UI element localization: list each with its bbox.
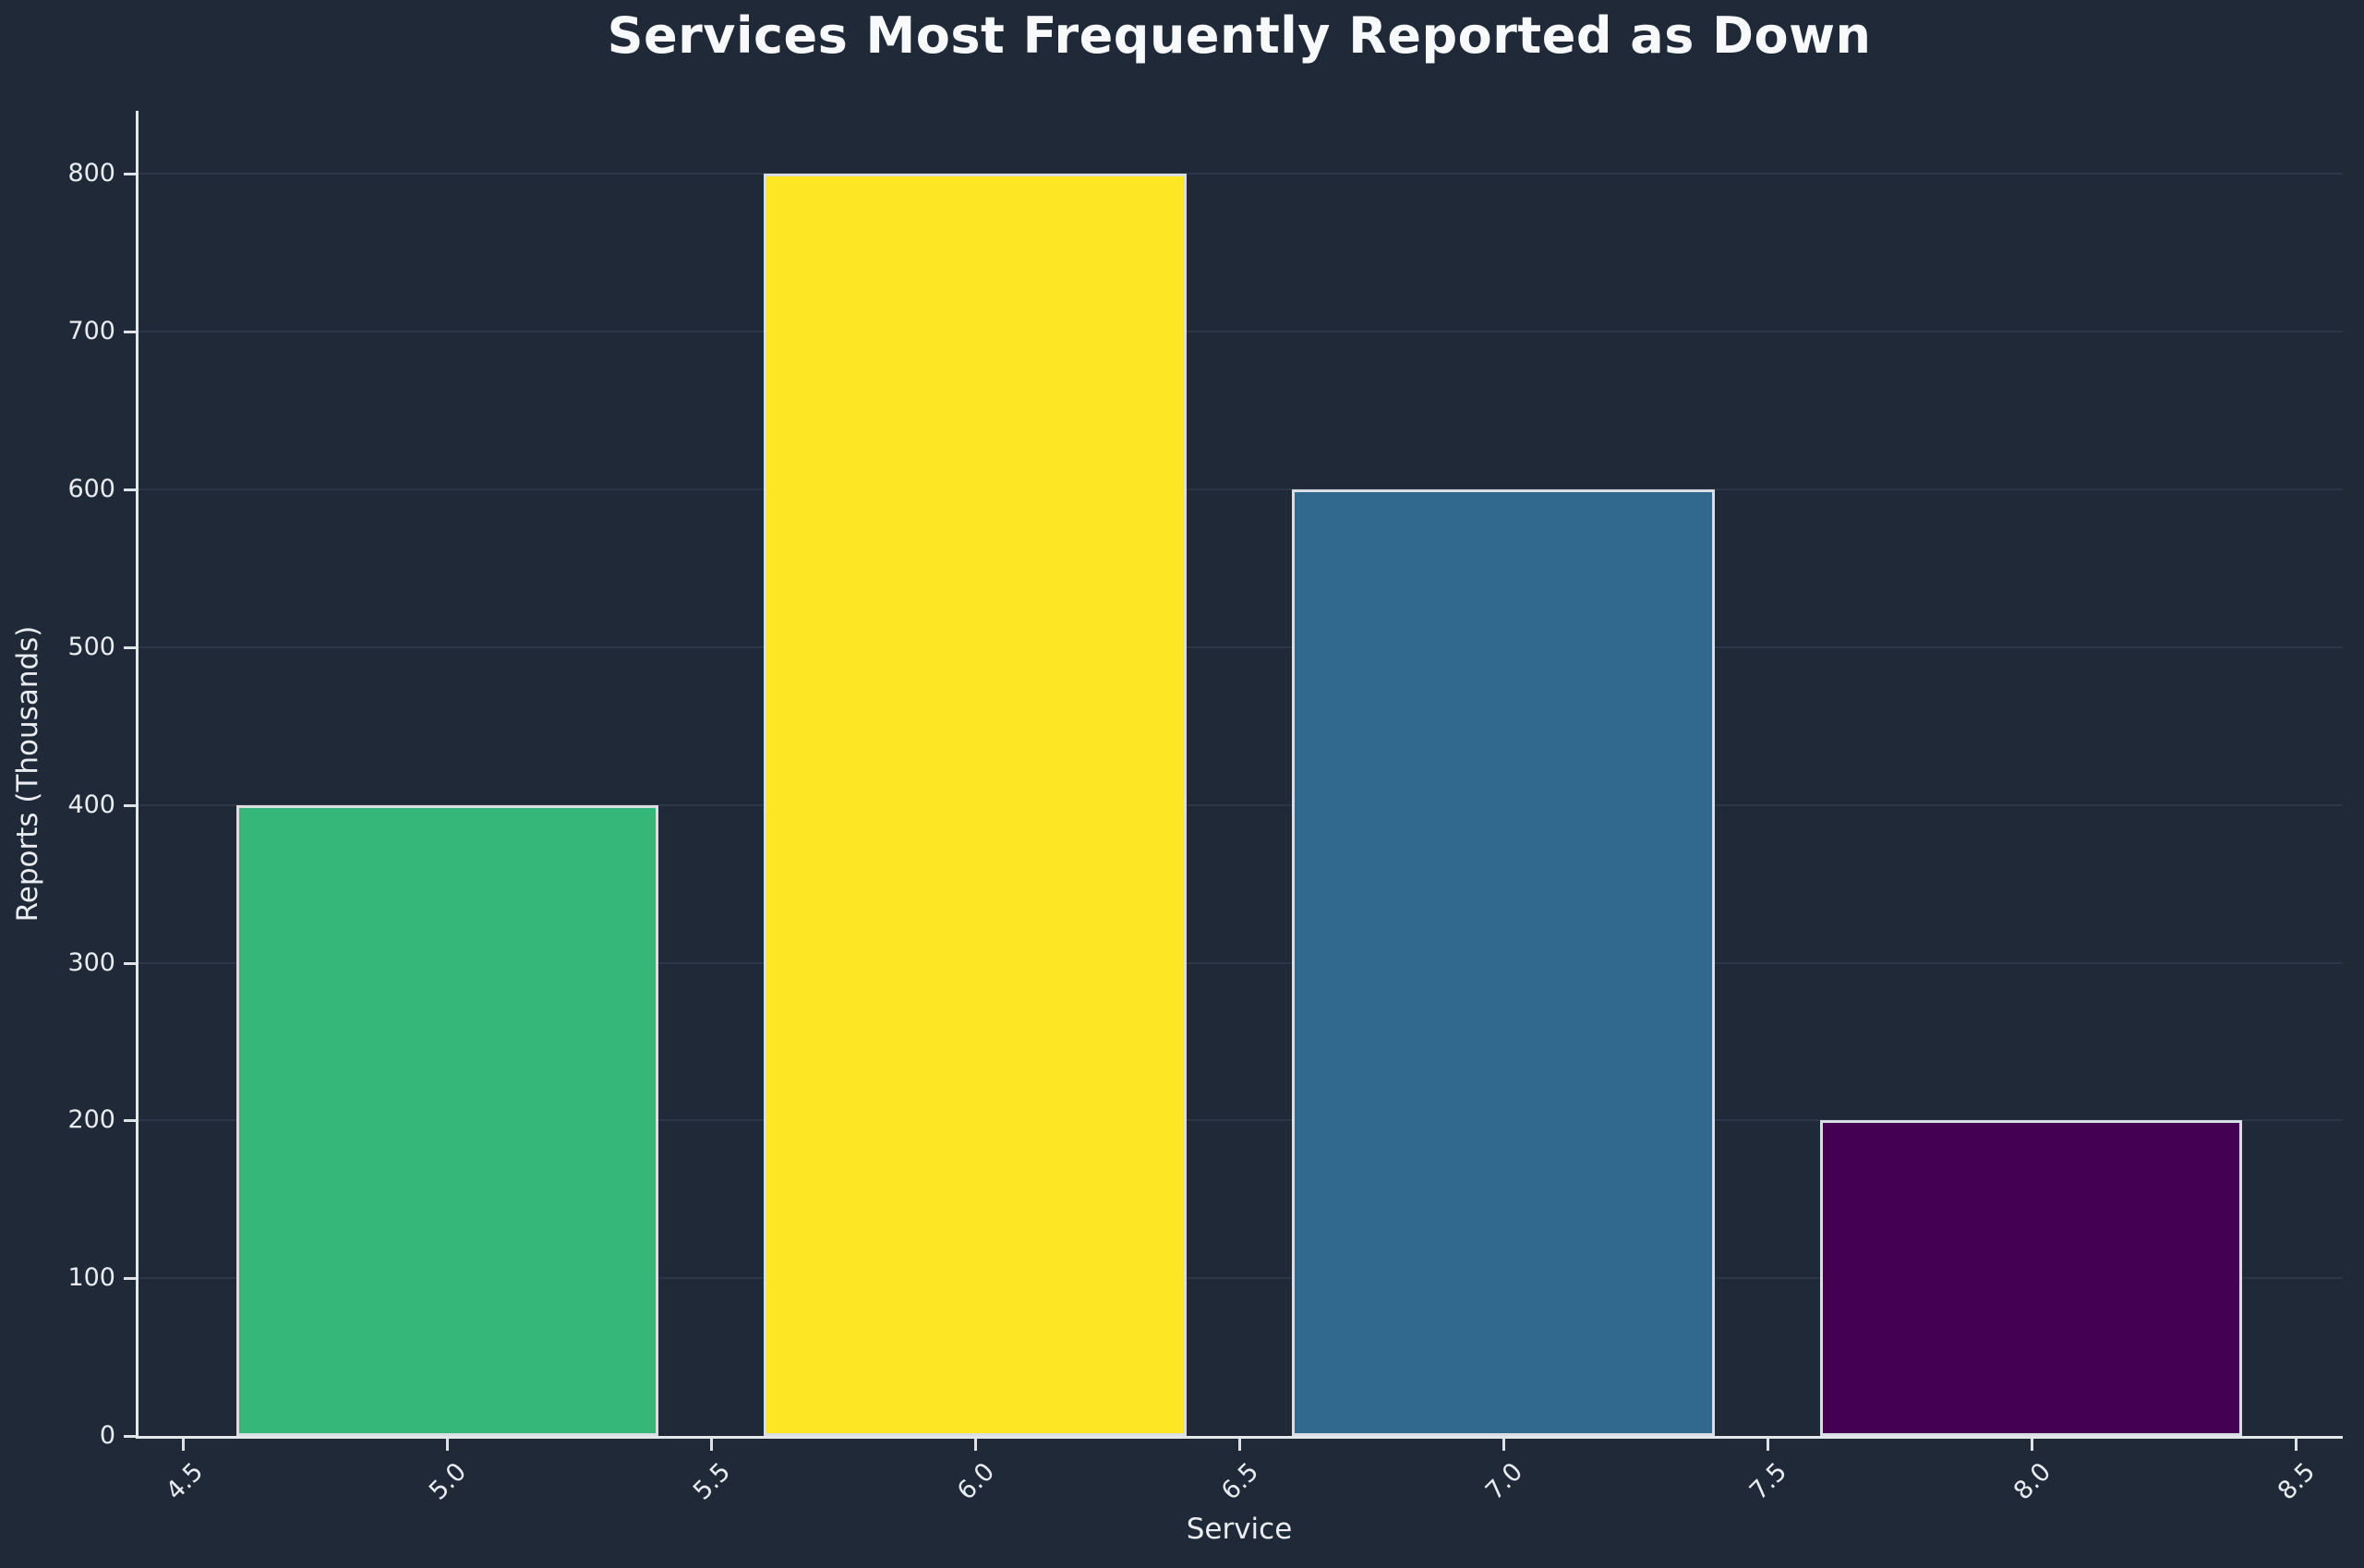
y-tick-label: 200 [67,1105,115,1135]
y-gridline [139,803,2343,806]
y-tick-mark [124,645,136,649]
y-axis-label: Reports (Thousands) [11,625,44,922]
x-tick-mark [1502,1439,1505,1451]
x-tick-mark [182,1439,186,1451]
x-tick-label: 5.5 [688,1457,737,1506]
y-tick-label: 600 [67,475,115,503]
x-axis-label: Service [1186,1513,1293,1546]
x-tick-label: 7.0 [1479,1457,1529,1506]
x-tick-mark [1238,1439,1241,1451]
bar [1292,489,1715,1436]
y-tick-mark [124,803,136,807]
y-tick-label: 500 [67,632,115,661]
x-tick-label: 8.0 [2008,1457,2056,1506]
y-tick-label: 700 [67,317,115,346]
y-tick-mark [124,331,136,334]
y-tick-mark [124,1435,136,1438]
y-tick-mark [124,488,136,491]
y-gridline [139,961,2343,964]
x-tick-mark [710,1439,714,1451]
x-tick-label: 5.0 [424,1457,473,1506]
y-tick-mark [124,961,136,965]
y-gridline [139,173,2343,175]
x-tick-label: 8.5 [2272,1457,2321,1506]
x-tick-label: 6.0 [952,1457,1001,1506]
bar [1819,1120,2243,1436]
x-tick-label: 7.5 [1743,1457,1792,1506]
y-gridline [139,1119,2343,1122]
y-gridline [139,331,2343,333]
y-tick-label: 800 [67,159,115,188]
y-tick-label: 400 [67,790,115,819]
x-axis-spine [136,1436,2343,1439]
x-tick-mark [974,1439,978,1451]
x-tick-mark [446,1439,450,1451]
y-tick-mark [124,1119,136,1123]
y-gridline [139,645,2343,648]
y-tick-label: 300 [67,947,115,977]
y-tick-mark [124,173,136,176]
y-tick-mark [124,1277,136,1281]
x-tick-mark [2030,1439,2033,1451]
x-tick-label: 6.5 [1215,1457,1265,1506]
bar [764,174,1187,1436]
y-axis-spine [136,111,139,1439]
y-gridline [139,488,2343,490]
y-tick-label: 100 [67,1263,115,1293]
y-gridline [139,1277,2343,1280]
x-tick-label: 4.5 [160,1457,209,1506]
x-tick-mark [1766,1439,1769,1451]
bar [235,804,659,1436]
x-tick-mark [2294,1439,2298,1451]
chart-title: Services Most Frequently Reported as Dow… [607,6,1872,65]
y-tick-label: 0 [99,1421,115,1450]
